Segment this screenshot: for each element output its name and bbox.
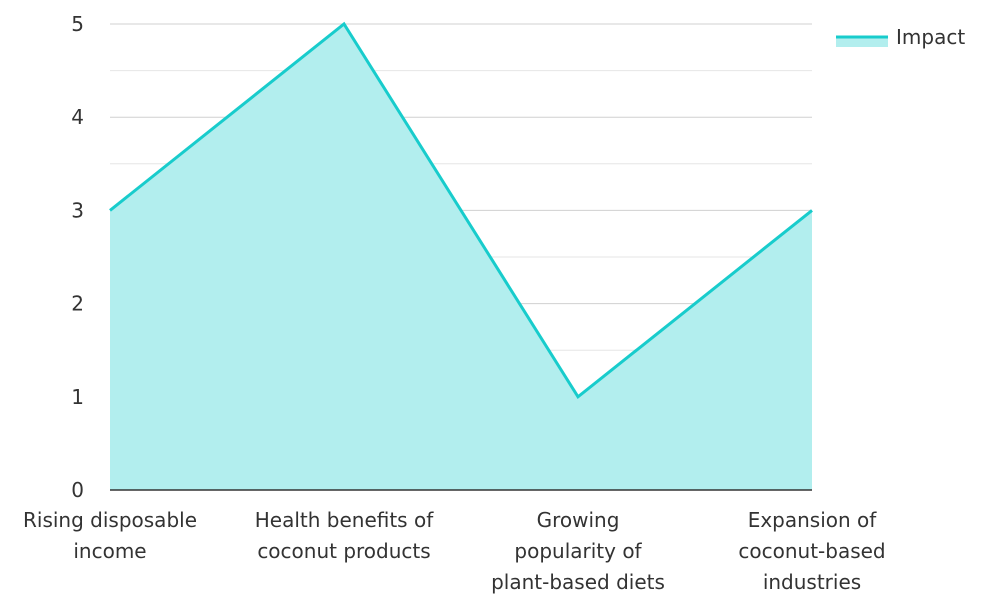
legend[interactable]: Impact <box>836 25 965 49</box>
legend-label: Impact <box>896 25 965 49</box>
y-tick-label: 1 <box>71 385 84 409</box>
y-tick-label: 5 <box>71 12 84 36</box>
y-tick-label: 0 <box>71 478 84 502</box>
y-tick-label: 3 <box>71 198 84 222</box>
y-tick-label: 2 <box>71 292 84 316</box>
y-tick-label: 4 <box>71 105 84 129</box>
